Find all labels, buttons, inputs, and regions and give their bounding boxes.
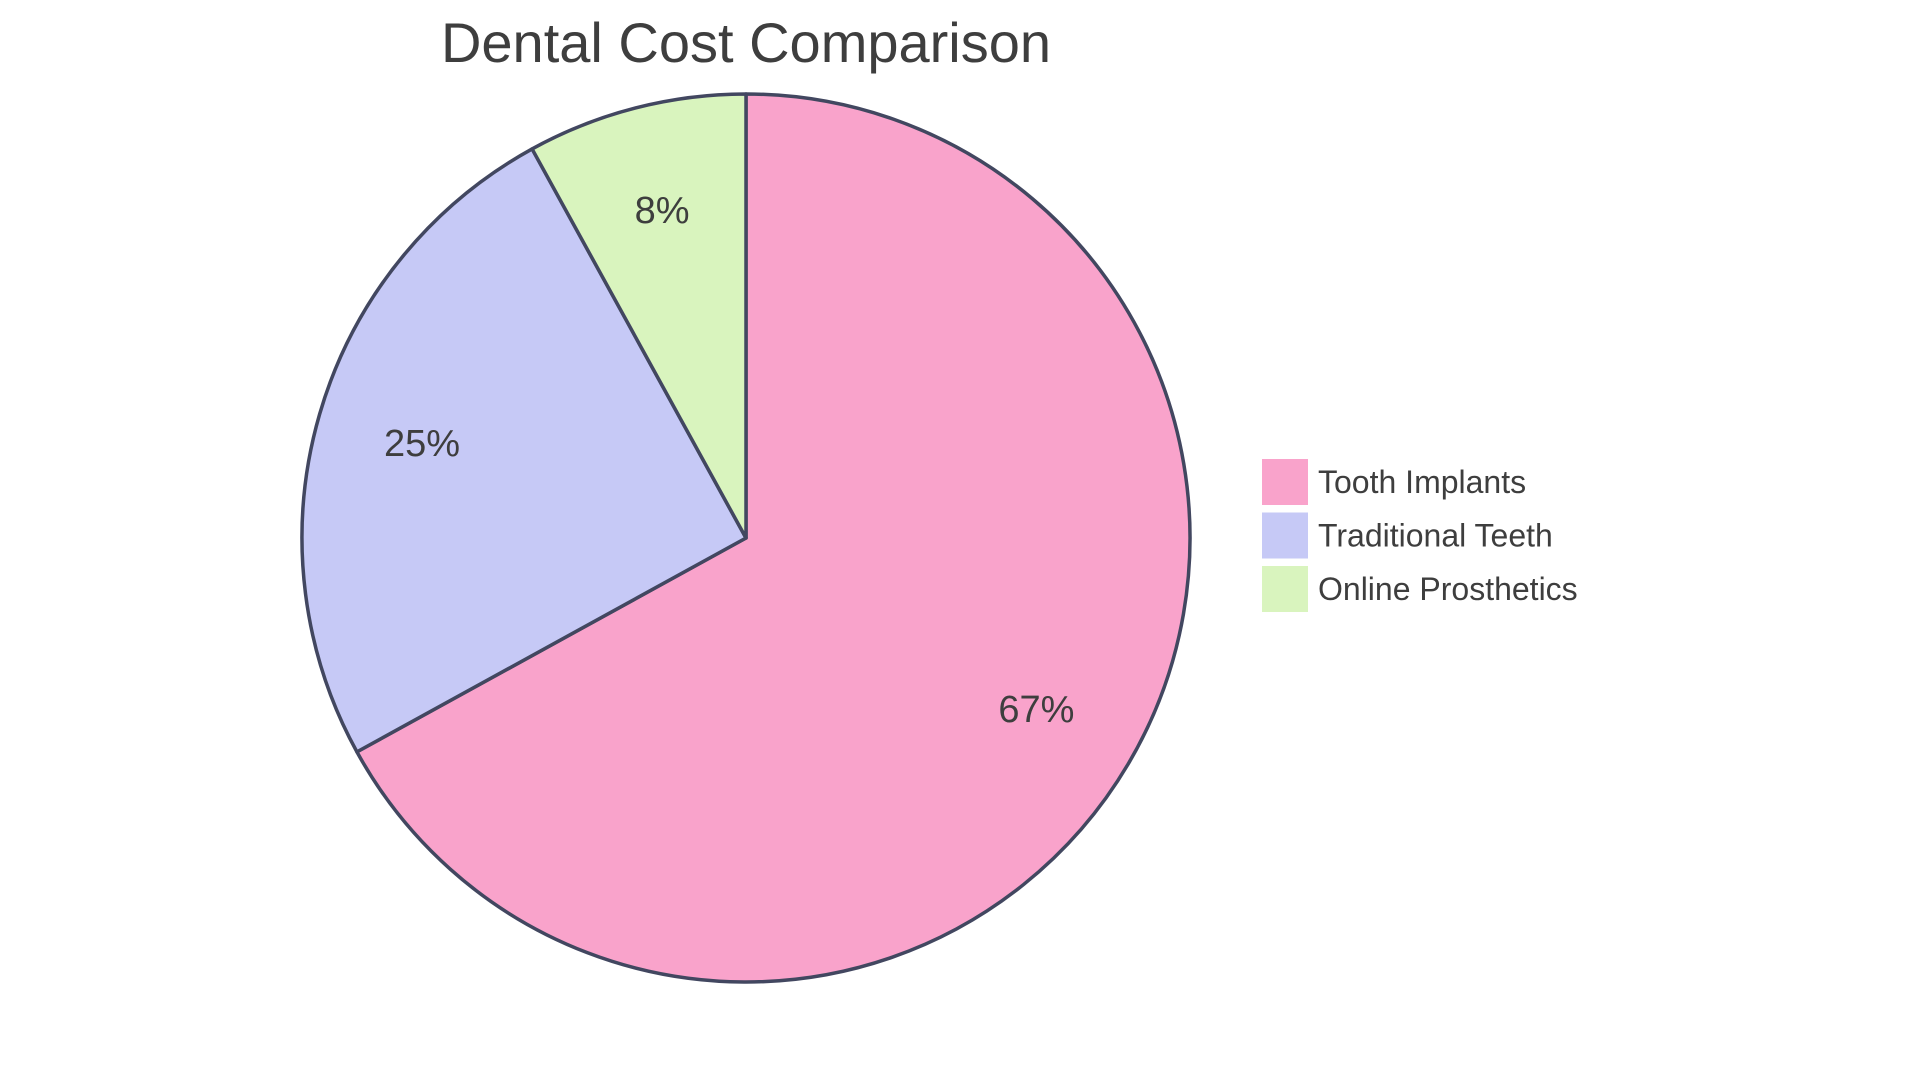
- pie-slice-tooth-implants: [355, 92, 1192, 984]
- legend-label: Online Prosthetics: [1318, 571, 1578, 607]
- pie-slices: [300, 92, 1192, 984]
- slice-percent-label-tooth-implants: 67%: [998, 689, 1074, 731]
- legend-label: Tooth Implants: [1318, 464, 1526, 500]
- legend-swatch: [1262, 512, 1308, 559]
- pie-slice-traditional-teeth: [300, 147, 748, 754]
- slice-percent-label-traditional-teeth: 25%: [384, 423, 460, 465]
- pie-slice-online-prosthetics: [530, 92, 748, 540]
- legend-item-traditional-teeth: Traditional Teeth: [1262, 512, 1553, 559]
- slice-labels: 67% 25% 8%: [384, 190, 1074, 731]
- chart-title: Dental Cost Comparison: [441, 11, 1051, 74]
- legend: Tooth Implants Traditional Teeth Online Pr…: [1262, 459, 1578, 612]
- slice-percent-label-online-prosthetics: 8%: [635, 190, 690, 232]
- legend-item-online-prosthetics: Online Prosthetics: [1262, 566, 1578, 612]
- legend-item-tooth-implants: Tooth Implants: [1262, 459, 1526, 505]
- legend-swatch: [1262, 566, 1308, 612]
- legend-swatch: [1262, 459, 1308, 505]
- legend-label: Traditional Teeth: [1318, 518, 1553, 554]
